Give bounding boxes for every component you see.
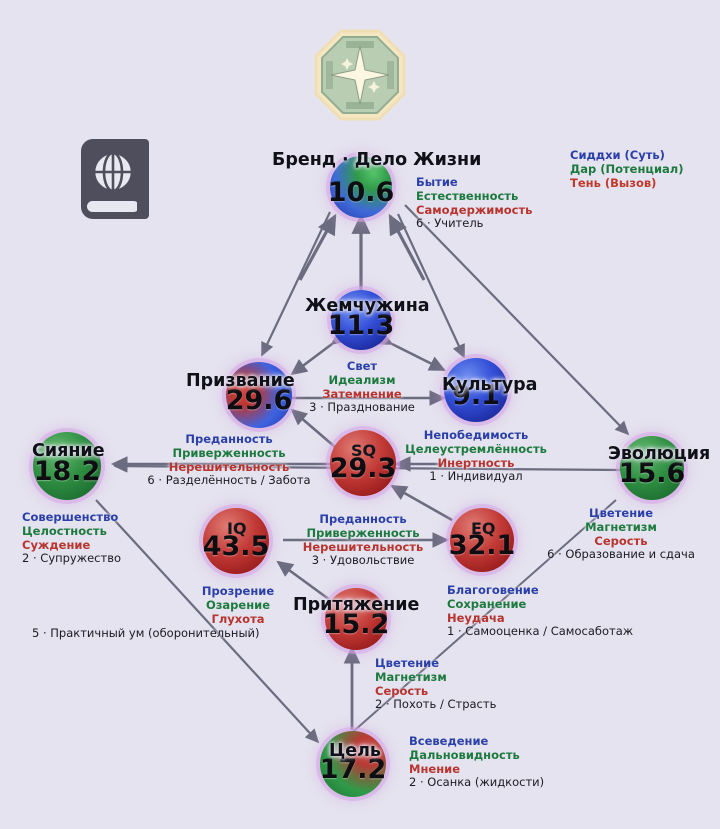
node-vocation-value: 29.6	[225, 385, 293, 416]
triad-attraction-siddhi: Цветение	[375, 656, 440, 670]
triad-sq: Преданность Приверженность Нерешительнос…	[263, 512, 463, 568]
node-goal-value: 17.2	[319, 754, 387, 785]
triad-goal-siddhi: Всеведение	[409, 734, 489, 748]
triad-iq-gift: Озарение	[205, 597, 271, 612]
node-pearl-value: 11.3	[327, 310, 395, 341]
node-pearl[interactable]: 11.3	[328, 290, 394, 350]
node-sq-value: 29.3	[329, 453, 397, 484]
triad-goal: Всеведение Дальновидность Мнение 2 · Оса…	[409, 734, 545, 790]
triad-iq-siddhi: Прозрение	[201, 584, 275, 598]
triad-pearl-siddhi: Свет	[346, 359, 378, 373]
node-sq[interactable]: 29.3	[330, 430, 396, 496]
node-attraction-value: 15.2	[322, 609, 390, 640]
triad-iq: Прозрение Озарение Глухота	[140, 584, 336, 626]
triad-brand-shadow: Самодержимость	[416, 202, 533, 217]
legend: Сиддхи (Суть) Дар (Потенциал) Тень (Вызо…	[570, 148, 683, 190]
node-iq-value: 43.5	[202, 531, 270, 562]
triad-attraction-gift: Магнетизм	[375, 669, 447, 684]
triad-culture-siddhi: Непобедимость	[423, 428, 529, 442]
legend-siddhi: Сиддхи (Суть)	[570, 148, 665, 162]
triad-eq-siddhi: Благоговение	[447, 583, 539, 597]
triad-radiance-gift: Целостность	[22, 523, 107, 538]
legend-shadow: Тень (Вызов)	[570, 176, 657, 191]
triad-sq-gift: Приверженность	[306, 525, 420, 540]
node-iq[interactable]: 43.5	[203, 508, 269, 574]
node-evolution-value: 15.6	[618, 458, 686, 489]
node-culture[interactable]: 9.1	[444, 358, 508, 422]
triad-eq: Благоговение Сохранение Неудача 1 · Само…	[447, 583, 634, 639]
triad-culture: Непобедимость Целеустремлённость Инертно…	[386, 428, 566, 484]
node-attraction[interactable]: 15.2	[322, 588, 390, 650]
triad-evolution-siddhi: Цветение	[588, 506, 653, 520]
triad-vocation-shadow: Нерешительность	[168, 459, 290, 474]
node-brand[interactable]: 10.6	[327, 156, 395, 218]
triad-evolution-shadow: Серость	[594, 533, 648, 548]
triad-vocation-line: 6 · Разделённость / Забота	[147, 473, 311, 488]
triad-goal-shadow: Мнение	[409, 761, 460, 776]
triad-sq-shadow: Нерешительность	[302, 539, 424, 554]
triad-eq-line: 1 · Самооценка / Самосаботаж	[447, 624, 634, 639]
triad-sq-line: 3 · Удовольствие	[311, 553, 415, 568]
triad-brand-line: 6 · Учитель	[416, 216, 484, 231]
node-eq-value: 32.1	[448, 530, 516, 561]
triad-attraction-shadow: Серость	[375, 683, 429, 698]
triad-culture-gift: Целеустремлённость	[405, 441, 547, 456]
node-radiance-value: 18.2	[33, 456, 101, 487]
triad-attraction-line: 2 · Похоть / Страсть	[375, 697, 497, 712]
triad-brand-gift: Естественность	[416, 188, 519, 203]
triad-brand: Бытие Естественность Самодержимость 6 · …	[416, 175, 533, 231]
triad-eq-gift: Сохранение	[447, 596, 527, 611]
triad-iq-shadow: Глухота	[211, 611, 265, 626]
legend-gift: Дар (Потенциал)	[570, 162, 684, 177]
triad-attraction: Цветение Магнетизм Серость 2 · Похоть / …	[375, 656, 497, 712]
node-brand-value: 10.6	[327, 177, 395, 208]
octagon-star-emblem	[313, 28, 407, 122]
triad-iq-line: 5 · Практичный ум (оборонительный)	[32, 626, 260, 640]
triad-eq-shadow: Неудача	[447, 610, 505, 625]
triad-vocation-siddhi: Преданность	[185, 432, 273, 446]
node-eq[interactable]: 32.1	[448, 508, 516, 572]
triad-radiance-line: 2 · Супружество	[22, 551, 122, 566]
node-goal[interactable]: 17.2	[320, 731, 386, 797]
triad-vocation-gift: Приверженность	[172, 445, 286, 460]
triad-radiance-siddhi: Совершенство	[22, 510, 119, 524]
triad-radiance-shadow: Суждение	[22, 537, 91, 552]
triad-pearl-gift: Идеализм	[328, 372, 396, 387]
triad-goal-gift: Дальновидность	[409, 747, 520, 762]
triad-iq-line-wrap: 5 · Практичный ум (оборонительный)	[32, 626, 260, 641]
node-vocation[interactable]: 29.6	[226, 362, 292, 428]
globe-book-icon	[71, 139, 155, 227]
triad-sq-siddhi: Преданность	[319, 512, 407, 526]
triad-culture-line: 1 · Индивидуал	[429, 469, 523, 484]
node-culture-value: 9.1	[452, 380, 500, 411]
node-evolution[interactable]: 15.6	[618, 436, 686, 500]
triad-radiance: Совершенство Целостность Суждение 2 · Су…	[22, 510, 122, 566]
triad-brand-siddhi: Бытие	[416, 175, 458, 189]
triad-evolution-gift: Магнетизм	[585, 519, 657, 534]
triad-vocation: Преданность Приверженность Нерешительнос…	[124, 432, 334, 488]
triad-culture-shadow: Инертность	[437, 455, 515, 470]
node-radiance[interactable]: 18.2	[33, 432, 101, 500]
triad-evolution-line: 6 · Образование и сдача	[547, 547, 695, 562]
triad-goal-line: 2 · Осанка (жидкости)	[409, 775, 545, 790]
triad-evolution: Цветение Магнетизм Серость 6 · Образован…	[522, 506, 720, 562]
